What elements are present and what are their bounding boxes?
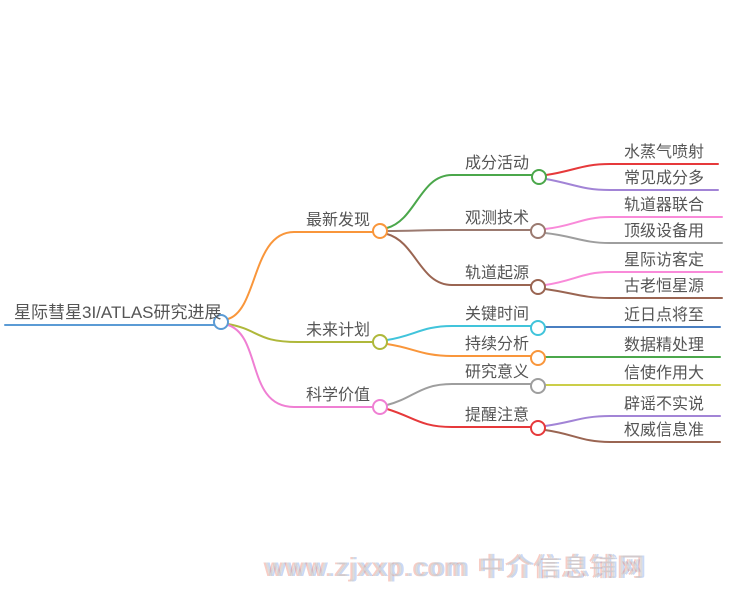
leaf-debunk-rumors[interactable]: 辟谣不实说	[624, 396, 705, 413]
circle-key-timing[interactable]	[530, 320, 546, 336]
node-composition-activity[interactable]: 成分活动	[465, 155, 530, 172]
link-to-ancient-star-origin	[544, 288, 723, 299]
link-latest-to-observation-tech	[386, 229, 532, 232]
link-to-interstellar-visitor	[544, 271, 723, 286]
node-scientific-value[interactable]: 科学价值	[306, 387, 371, 404]
link-to-debunk-rumors	[544, 415, 721, 427]
leaf-interstellar-visitor[interactable]: 星际访客定	[624, 252, 705, 269]
leaf-authoritative-info[interactable]: 权威信息准	[624, 422, 705, 439]
node-reminder-caution[interactable]: 提醒注意	[465, 407, 530, 424]
link-future-to-key-timing	[386, 325, 532, 341]
node-key-timing[interactable]: 关键时间	[465, 306, 530, 323]
leaf-data-processing[interactable]: 数据精处理	[624, 337, 705, 354]
link-to-orbiter-joint	[544, 216, 723, 230]
leaf-water-vapor-jet[interactable]: 水蒸气喷射	[624, 144, 705, 161]
link-root-to-future-plans	[227, 323, 374, 343]
link-value-to-research-significance	[386, 383, 532, 406]
node-orbit-origin[interactable]: 轨道起源	[465, 265, 530, 282]
circle-orbit-origin[interactable]	[530, 279, 546, 295]
node-observation-tech[interactable]: 观测技术	[465, 210, 530, 227]
link-latest-to-orbit-origin	[386, 233, 532, 286]
node-latest-findings[interactable]: 最新发现	[306, 212, 371, 229]
circle-continuous-analysis[interactable]	[530, 350, 546, 366]
leaf-common-composition[interactable]: 常见成分多	[624, 170, 705, 187]
node-continuous-analysis[interactable]: 持续分析	[465, 336, 530, 353]
link-to-common-composition	[545, 178, 719, 191]
circle-observation-tech[interactable]	[530, 223, 546, 239]
node-root[interactable]: 星际彗星3I/ATLAS研究进展	[14, 303, 222, 322]
link-future-to-continuous-analysis	[386, 343, 532, 357]
circle-research-significance[interactable]	[530, 378, 546, 394]
circle-reminder-caution[interactable]	[530, 420, 546, 436]
circle-latest-findings[interactable]	[372, 223, 388, 239]
link-root-to-latest-findings	[227, 231, 374, 320]
leaf-top-equipment[interactable]: 顶级设备用	[624, 223, 705, 240]
link-root-to-scientific-value	[227, 324, 374, 408]
leaf-ancient-star-origin[interactable]: 古老恒星源	[624, 278, 705, 295]
node-research-significance[interactable]: 研究意义	[465, 364, 530, 381]
link-latest-to-composition-activity	[386, 174, 533, 229]
leaf-orbiter-joint[interactable]: 轨道器联合	[624, 197, 705, 214]
link-value-to-reminder-caution	[386, 408, 532, 428]
node-future-plans[interactable]: 未来计划	[306, 322, 371, 339]
circle-composition-activity[interactable]	[531, 169, 547, 185]
watermark: www.zjxxp.com 中介信息铺网	[265, 552, 647, 582]
link-to-top-equipment	[544, 232, 723, 244]
leaf-perihelion-coming[interactable]: 近日点将至	[624, 307, 705, 324]
circle-future-plans[interactable]	[372, 334, 388, 350]
leaf-messenger-role[interactable]: 信使作用大	[624, 365, 705, 382]
circle-scientific-value[interactable]	[372, 399, 388, 415]
link-to-water-vapor-jet	[545, 163, 719, 176]
circle-root[interactable]	[213, 314, 229, 330]
link-to-authoritative-info	[544, 429, 721, 443]
